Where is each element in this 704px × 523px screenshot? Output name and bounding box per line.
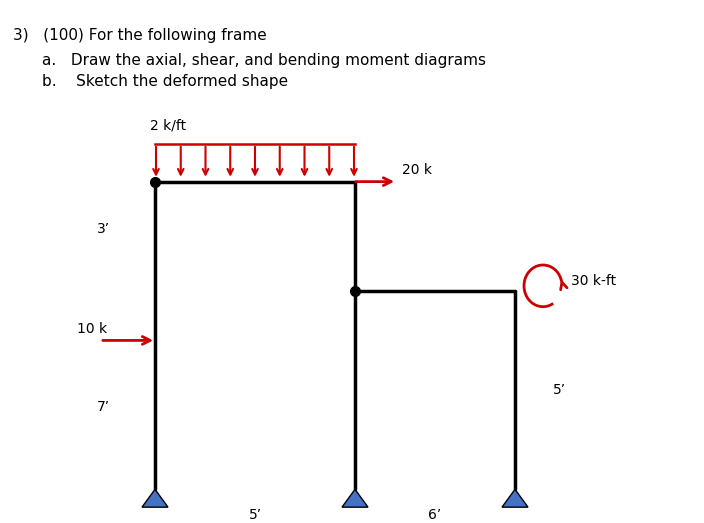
- Polygon shape: [142, 490, 168, 507]
- Polygon shape: [502, 490, 528, 507]
- Text: 3’: 3’: [97, 222, 110, 236]
- Polygon shape: [342, 490, 368, 507]
- Text: 3)   (100) For the following frame: 3) (100) For the following frame: [13, 28, 267, 43]
- Text: 30 k-ft: 30 k-ft: [571, 274, 616, 288]
- Text: 10 k: 10 k: [77, 323, 107, 336]
- Text: 7’: 7’: [97, 401, 110, 414]
- Text: a.   Draw the axial, shear, and bending moment diagrams: a. Draw the axial, shear, and bending mo…: [42, 53, 486, 67]
- Text: 20 k: 20 k: [402, 163, 432, 177]
- Text: 6’: 6’: [428, 508, 441, 522]
- Text: 5’: 5’: [249, 508, 262, 522]
- Text: b.    Sketch the deformed shape: b. Sketch the deformed shape: [42, 74, 288, 89]
- Text: 2 k/ft: 2 k/ft: [150, 118, 186, 132]
- Text: 5’: 5’: [553, 383, 566, 397]
